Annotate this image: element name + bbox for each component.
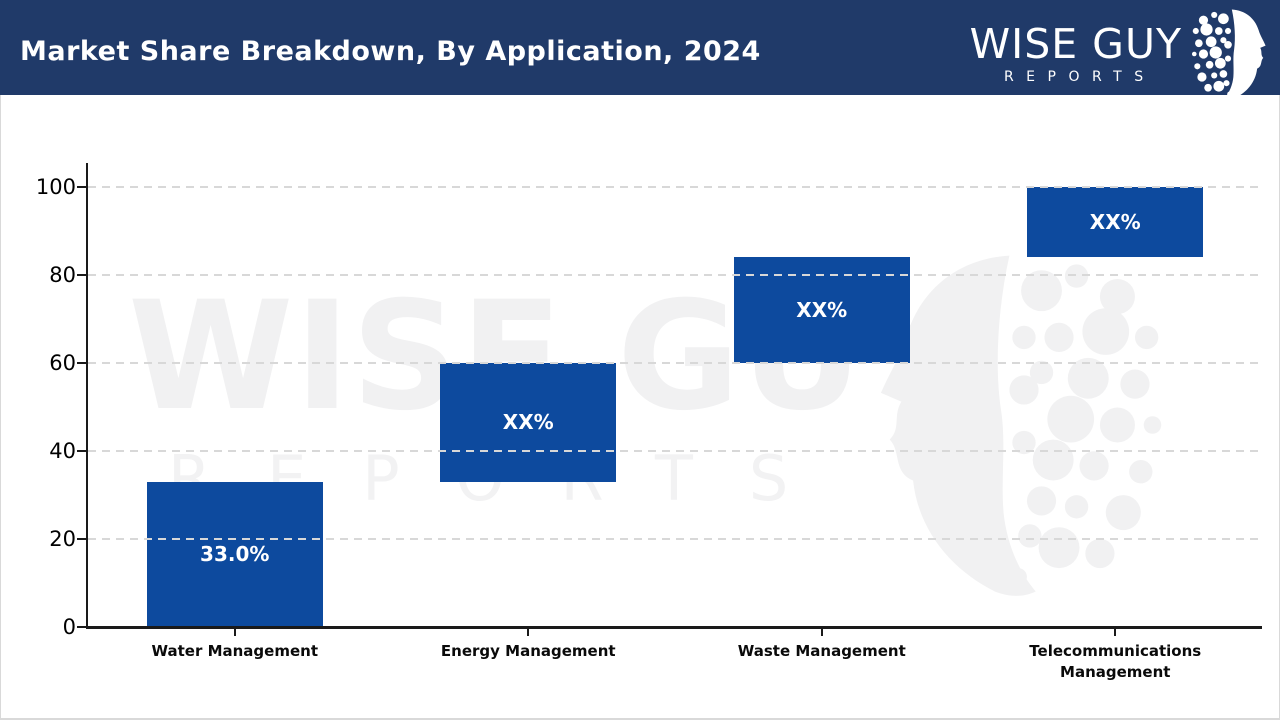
y-tick-mark bbox=[77, 274, 86, 276]
gridline bbox=[88, 362, 1262, 364]
dotted-head-logo-icon bbox=[1186, 8, 1270, 100]
bar-value-label: XX% bbox=[502, 410, 554, 435]
header-band: Market Share Breakdown, By Application, … bbox=[0, 0, 1280, 95]
x-category-label: Water Management bbox=[151, 642, 318, 660]
page-border-bottom bbox=[0, 718, 1280, 720]
bar-segment bbox=[440, 363, 617, 482]
bar-value-label: 33.0% bbox=[200, 542, 270, 567]
logo-text: WISE GUY REPORTS bbox=[969, 20, 1182, 85]
wise-guy-logo: WISE GUY REPORTS bbox=[970, 8, 1270, 100]
x-tick-mark bbox=[1114, 627, 1117, 636]
bar-segment bbox=[1027, 187, 1204, 258]
bar-value-label: XX% bbox=[796, 298, 848, 323]
y-tick-mark bbox=[77, 538, 86, 540]
x-category-label: Waste Management bbox=[737, 642, 906, 660]
watermark-head-icon bbox=[878, 226, 1170, 624]
y-tick-mark bbox=[77, 362, 86, 364]
x-category-label: Energy Management bbox=[440, 642, 616, 660]
bar-value-label: XX% bbox=[1089, 210, 1141, 235]
gridline bbox=[88, 186, 1262, 188]
logo-wordmark: WISE GUY bbox=[969, 20, 1182, 69]
x-tick-mark bbox=[233, 627, 236, 636]
y-tick-label: 20 bbox=[49, 527, 76, 551]
y-tick-label: 80 bbox=[49, 263, 76, 287]
y-axis-line bbox=[86, 163, 88, 628]
y-tick-label: 40 bbox=[49, 439, 76, 463]
gridline bbox=[88, 274, 1262, 276]
x-category-label: Telecommunications Management bbox=[1029, 642, 1202, 681]
x-tick-mark bbox=[527, 627, 530, 636]
page-title: Market Share Breakdown, By Application, … bbox=[20, 36, 761, 67]
y-tick-label: 0 bbox=[62, 615, 76, 639]
y-tick-mark bbox=[77, 450, 86, 452]
gridline bbox=[88, 538, 1262, 540]
y-tick-mark bbox=[77, 186, 86, 188]
x-tick-mark bbox=[820, 627, 823, 636]
y-tick-label: 100 bbox=[35, 175, 76, 199]
logo-subtitle: REPORTS bbox=[1003, 68, 1156, 85]
gridline bbox=[88, 450, 1262, 452]
x-axis-line bbox=[86, 626, 1262, 629]
y-tick-label: 60 bbox=[49, 351, 76, 375]
page-border-left bbox=[0, 95, 1, 720]
y-tick-mark bbox=[77, 626, 86, 628]
bar-segment bbox=[146, 481, 323, 627]
